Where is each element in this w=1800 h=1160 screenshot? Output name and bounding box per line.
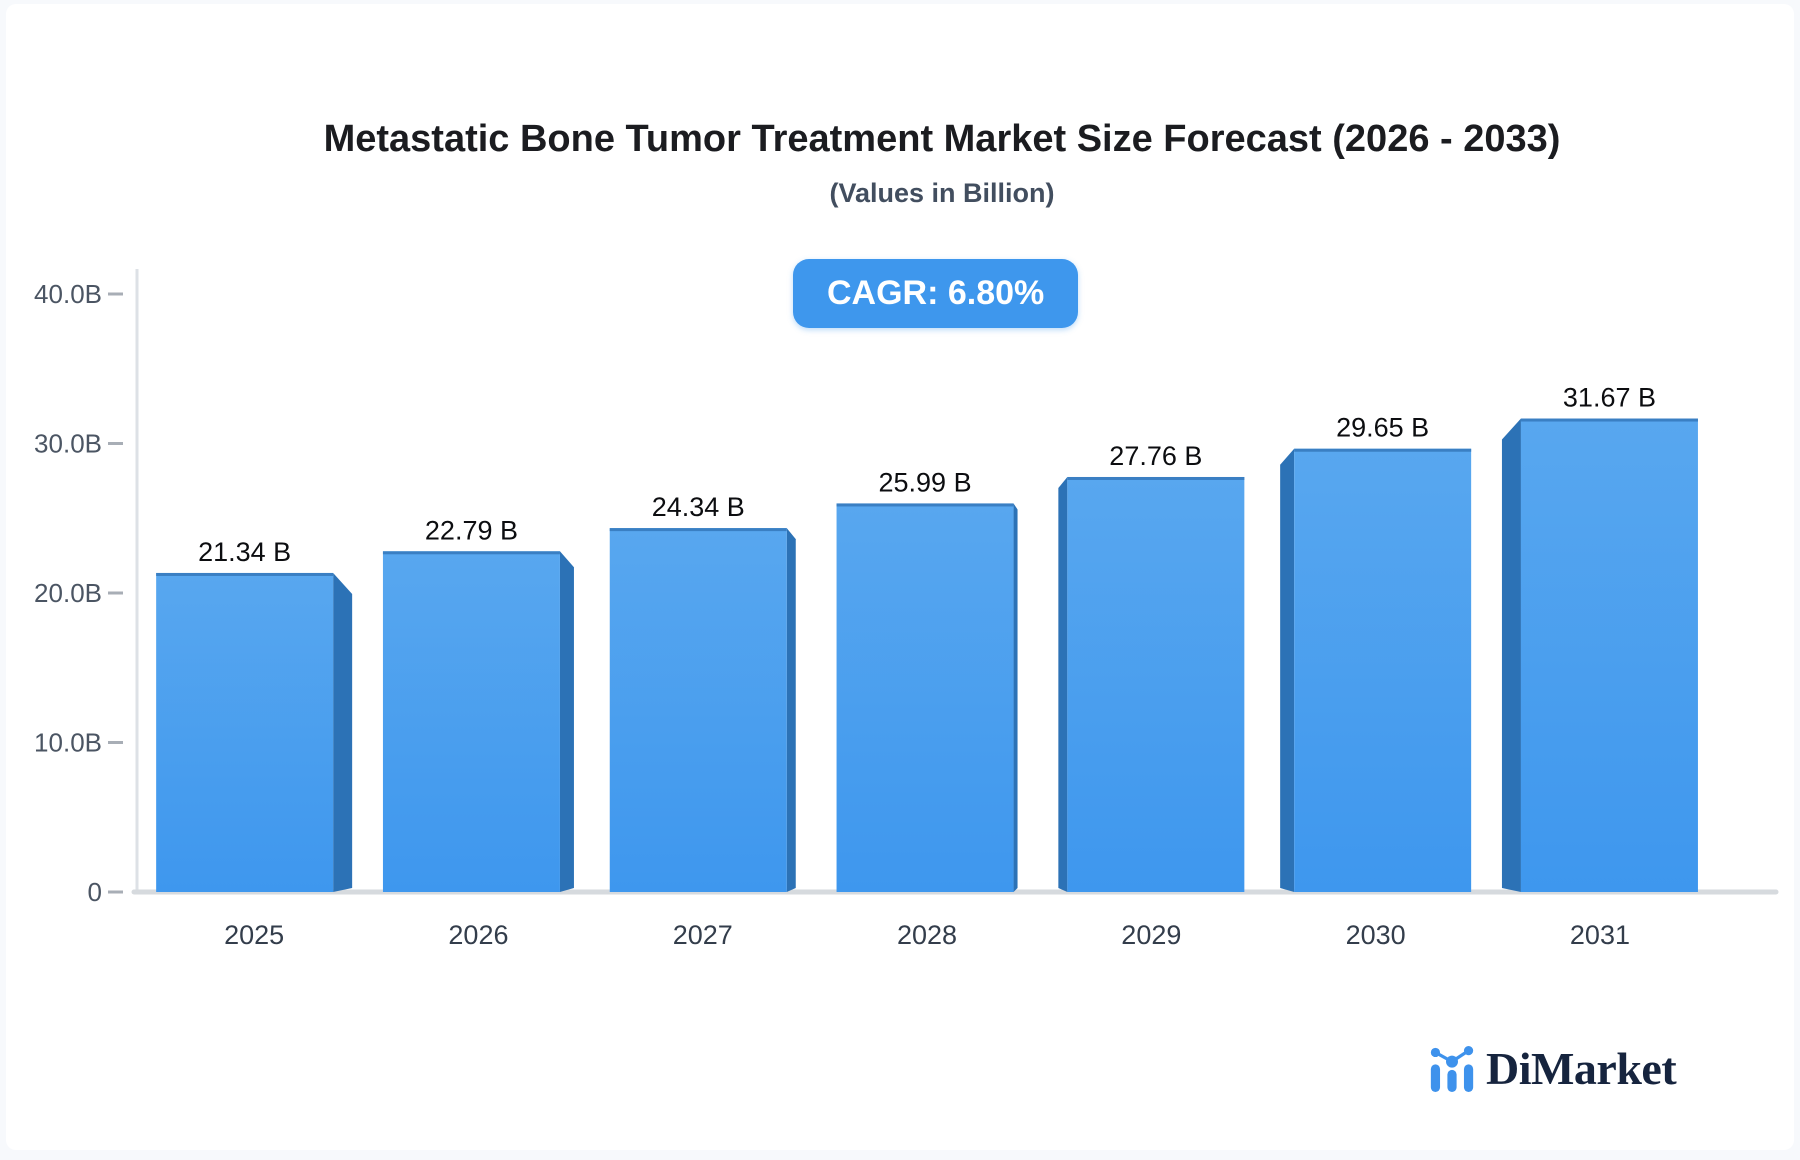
chart-title: Metastatic Bone Tumor Treatment Market S… bbox=[323, 118, 1561, 160]
chart-card: Metastatic Bone Tumor Treatment Market S… bbox=[6, 4, 1794, 1150]
bar-value-label: 31.67 B bbox=[1563, 383, 1656, 413]
bar-top-edge bbox=[1294, 448, 1472, 452]
bar-side bbox=[559, 551, 574, 892]
y-axis-label: 0 bbox=[88, 877, 102, 907]
dimarket-logo: DiMarket bbox=[1429, 1043, 1677, 1094]
bar-side bbox=[1058, 476, 1068, 892]
bar-value-label: 29.65 B bbox=[1336, 413, 1429, 443]
chart-subtitle: (Values in Billion) bbox=[829, 178, 1055, 208]
bar-value-label: 22.79 B bbox=[425, 515, 518, 545]
bar-top-edge bbox=[609, 528, 787, 532]
bar-face bbox=[382, 551, 560, 892]
x-axis-label: 2027 bbox=[673, 920, 733, 950]
logo-text: DiMarket bbox=[1486, 1043, 1677, 1094]
bar-top-edge bbox=[156, 572, 334, 576]
bar-face bbox=[1520, 418, 1698, 892]
x-axis-label: 2025 bbox=[224, 920, 284, 950]
y-axis-label: 20.0B bbox=[34, 578, 102, 608]
y-axis-label: 10.0B bbox=[34, 728, 102, 758]
bar-face bbox=[1294, 448, 1472, 892]
bar-side bbox=[1013, 503, 1018, 892]
bar-value-label: 25.99 B bbox=[879, 467, 972, 497]
bar-side bbox=[1280, 448, 1295, 892]
bar-value-label: 27.76 B bbox=[1109, 441, 1202, 471]
bar-face bbox=[836, 503, 1014, 892]
x-axis-label: 2029 bbox=[1121, 920, 1181, 950]
y-axis-label: 40.0B bbox=[34, 279, 102, 309]
bar-side bbox=[333, 572, 353, 892]
x-axis-label: 2030 bbox=[1346, 920, 1406, 950]
bar-value-label: 21.34 B bbox=[198, 537, 291, 567]
bar-value-label: 24.34 B bbox=[652, 492, 745, 522]
y-axis-label: 30.0B bbox=[34, 429, 102, 459]
x-axis-label: 2031 bbox=[1570, 920, 1630, 950]
bar-side bbox=[786, 528, 796, 892]
bar-top-edge bbox=[1067, 476, 1245, 480]
bar-face bbox=[609, 528, 787, 892]
bar-top-edge bbox=[382, 551, 560, 555]
bar-face bbox=[156, 572, 334, 892]
x-axis-label: 2028 bbox=[897, 920, 957, 950]
bar-side bbox=[1501, 418, 1521, 892]
x-axis-label: 2026 bbox=[448, 920, 508, 950]
bar-chart: 0 10.0B 20.0B 30.0B 40.0B 21.34 B 2025 22.79 B 2… bbox=[34, 269, 1779, 950]
bar-line-chart-icon bbox=[1430, 1046, 1474, 1092]
bar-face bbox=[1067, 476, 1245, 892]
cagr-badge: CAGR: 6.80% bbox=[793, 259, 1079, 328]
bar-top-edge bbox=[836, 503, 1014, 507]
bar-top-edge bbox=[1520, 418, 1698, 422]
